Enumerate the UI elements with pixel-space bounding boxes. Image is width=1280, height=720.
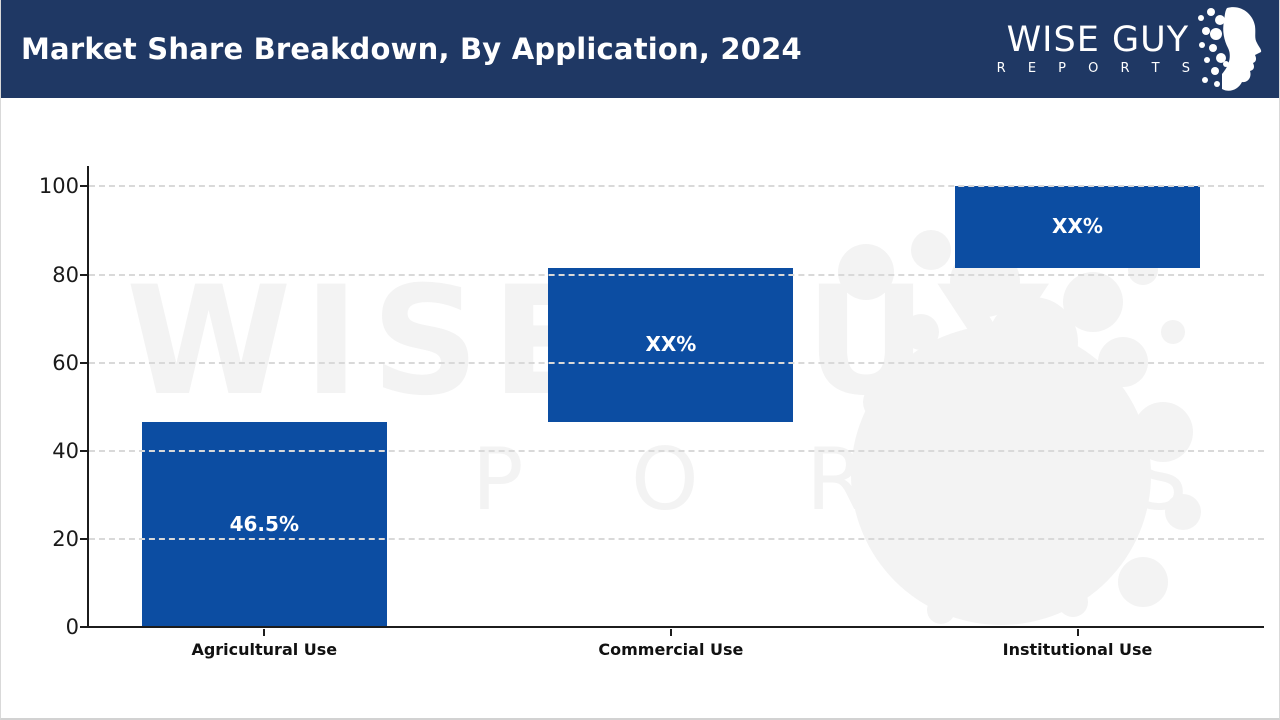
wise-guy-reports-logo: WISE GUY R E P O R T S bbox=[996, 4, 1279, 94]
x-tick-label-commercial-use: Commercial Use bbox=[598, 640, 744, 659]
y-tick-mark-0 bbox=[80, 626, 88, 628]
y-tick-mark-100 bbox=[80, 185, 88, 188]
y-tick-label-60: 60 bbox=[52, 350, 79, 375]
x-tick-mark-institutional-use bbox=[1076, 629, 1079, 636]
bar-value-label-agricultural-use: 46.5% bbox=[229, 511, 299, 536]
y-tick-label-80: 80 bbox=[52, 262, 79, 287]
gridline-40 bbox=[89, 449, 1264, 452]
gridline-100 bbox=[89, 185, 1264, 188]
gridline-80 bbox=[89, 273, 1264, 276]
y-tick-mark-20 bbox=[80, 537, 88, 540]
y-tick-label-0: 0 bbox=[65, 615, 79, 639]
x-tick-label-agricultural-use: Agricultural Use bbox=[191, 640, 338, 659]
y-tick-mark-60 bbox=[80, 361, 88, 364]
logo-text: WISE GUY R E P O R T S bbox=[996, 20, 1199, 76]
logo-subtitle: R E P O R T S bbox=[996, 61, 1199, 76]
y-tick-label-40: 40 bbox=[52, 438, 79, 463]
y-tick-label-20: 20 bbox=[52, 526, 79, 551]
header-banner: Market Share Breakdown, By Application, … bbox=[1, 0, 1279, 98]
x-tick-mark-commercial-use bbox=[669, 629, 672, 636]
bar-agricultural-use bbox=[141, 422, 387, 627]
y-tick-label-100: 100 bbox=[38, 174, 79, 199]
x-tick-label-institutional-use: Institutional Use bbox=[1002, 640, 1153, 659]
bar-value-label-institutional-use: XX% bbox=[1052, 214, 1103, 239]
bar-value-label-commercial-use: XX% bbox=[645, 332, 697, 357]
logo-wordmark: WISE GUY bbox=[1006, 20, 1190, 60]
x-axis-spine bbox=[87, 626, 1264, 628]
gridline-20 bbox=[89, 537, 1264, 540]
bar-institutional-use bbox=[955, 186, 1200, 268]
y-axis-spine bbox=[87, 166, 89, 628]
x-tick-mark-agricultural-use bbox=[263, 629, 266, 636]
page-title: Market Share Breakdown, By Application, … bbox=[21, 32, 802, 66]
logo-face-icon bbox=[1198, 7, 1262, 91]
y-tick-mark-40 bbox=[80, 449, 88, 452]
bar-commercial-use bbox=[548, 267, 794, 423]
y-tick-mark-80 bbox=[80, 273, 88, 276]
gridline-60 bbox=[89, 361, 1264, 364]
